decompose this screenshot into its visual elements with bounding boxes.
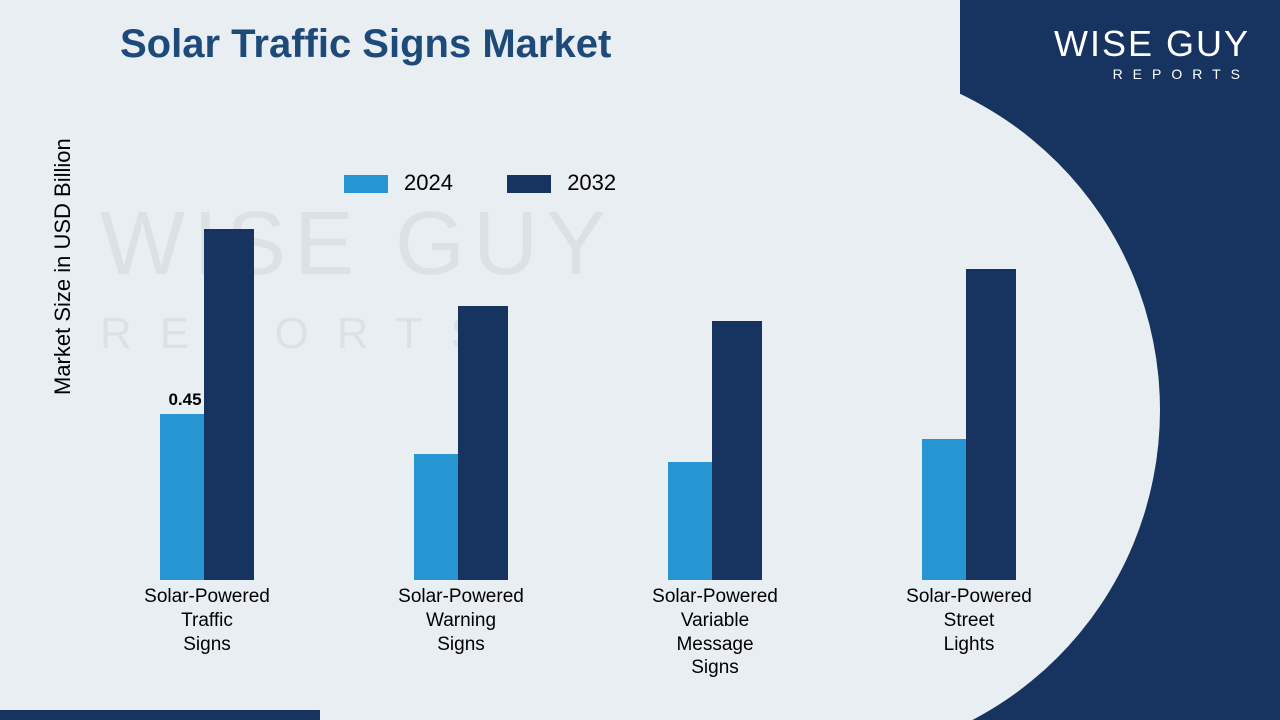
- legend-item-2024: 2024: [344, 170, 453, 196]
- x-axis-label: Solar-PoweredTrafficSigns: [117, 585, 297, 656]
- legend-item-2032: 2032: [507, 170, 616, 196]
- legend-swatch-2032: [507, 175, 551, 193]
- x-axis-label: Solar-PoweredStreetLights: [879, 585, 1059, 656]
- x-axis-label: Solar-PoweredVariableMessageSigns: [625, 585, 805, 680]
- legend: 2024 2032: [0, 170, 960, 196]
- bar-2024: [160, 414, 210, 581]
- bar-2032: [712, 321, 762, 580]
- bar-2024: [414, 454, 464, 580]
- page-root: WISE GUY REPORTS WISE GUY REPORTS Solar …: [0, 0, 1280, 720]
- brand-logo-sub: REPORTS: [1054, 66, 1250, 82]
- y-axis-title: Market Size in USD Billion: [50, 138, 76, 395]
- brand-logo: WISE GUY REPORTS: [1054, 26, 1250, 82]
- legend-swatch-2024: [344, 175, 388, 193]
- bar-value-label: 0.45: [168, 390, 201, 410]
- x-axis-label: Solar-PoweredWarningSigns: [371, 585, 551, 656]
- bottom-accent-bar: [0, 710, 320, 720]
- brand-logo-main: WISE GUY: [1054, 26, 1250, 62]
- plot-area: 0.45Solar-PoweredTrafficSignsSolar-Power…: [100, 210, 920, 580]
- page-title: Solar Traffic Signs Market: [120, 22, 611, 67]
- bar-2032: [966, 269, 1016, 580]
- bar-2024: [668, 462, 718, 580]
- legend-label-2024: 2024: [404, 170, 453, 195]
- bar-chart: 0.45Solar-PoweredTrafficSignsSolar-Power…: [100, 210, 920, 580]
- bar-2032: [458, 306, 508, 580]
- bar-2024: [922, 439, 972, 580]
- legend-label-2032: 2032: [567, 170, 616, 195]
- bar-2032: [204, 229, 254, 581]
